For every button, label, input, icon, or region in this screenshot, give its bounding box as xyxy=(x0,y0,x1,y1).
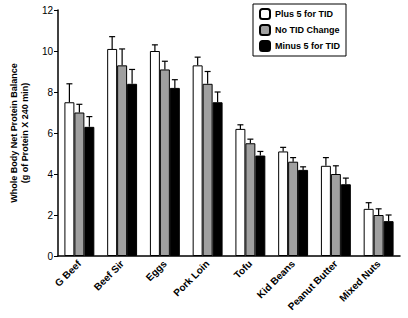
svg-text:Pork Loin: Pork Loin xyxy=(171,258,211,298)
svg-text:Kid Beans: Kid Beans xyxy=(255,258,298,301)
svg-text:2: 2 xyxy=(47,210,53,221)
svg-text:8: 8 xyxy=(47,87,53,98)
svg-text:Mixed Nuts: Mixed Nuts xyxy=(337,258,383,304)
svg-text:G Beef: G Beef xyxy=(53,258,84,289)
svg-text:No TID Change: No TID Change xyxy=(275,25,340,35)
svg-text:Beef Sir: Beef Sir xyxy=(92,258,127,293)
svg-text:(g of Protein X 240 min): (g of Protein X 240 min) xyxy=(20,83,30,184)
svg-text:Whole Body Net Protein Balance: Whole Body Net Protein Balance xyxy=(9,63,19,203)
svg-text:Plus 5 for TID: Plus 5 for TID xyxy=(275,9,334,19)
svg-text:Peanut Butter: Peanut Butter xyxy=(286,258,340,312)
svg-text:10: 10 xyxy=(42,46,54,57)
svg-text:0: 0 xyxy=(47,251,53,262)
svg-text:Eggs: Eggs xyxy=(144,258,169,283)
svg-text:12: 12 xyxy=(42,5,54,16)
svg-text:6: 6 xyxy=(47,128,53,139)
svg-text:4: 4 xyxy=(47,169,53,180)
svg-text:Minus 5 for TID: Minus 5 for TID xyxy=(275,41,341,51)
svg-text:Tofu: Tofu xyxy=(232,258,255,281)
